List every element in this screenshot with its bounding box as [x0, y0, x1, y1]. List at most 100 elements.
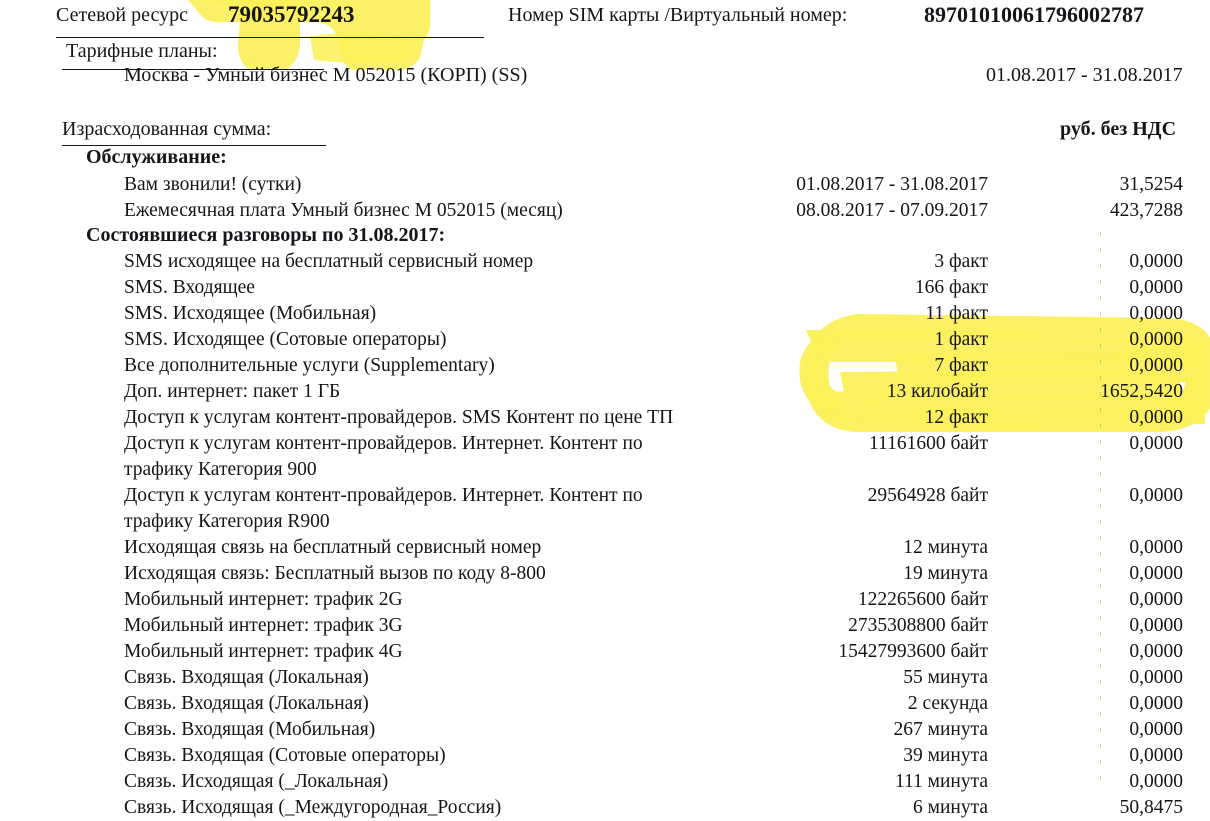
row-amount: 0,0000 — [1129, 771, 1183, 792]
tariff-plan-name: Москва - Умный бизнес М 052015 (КОРП) (S… — [124, 64, 528, 86]
row-label: Связь. Входящая (Мобильная) — [124, 719, 376, 740]
row-amount: 31,5254 — [1119, 174, 1183, 195]
row-quantity: 2735308800 байт — [848, 615, 988, 636]
row-amount: 0,0000 — [1129, 407, 1183, 428]
row-quantity: 39 минута — [903, 745, 988, 766]
currency-note: руб. без НДС — [1060, 118, 1177, 140]
table-row: SMS. Исходящее (Сотовые операторы) 1 факт… — [0, 327, 1210, 353]
row-label: Связь. Входящая (Локальная) — [124, 693, 369, 714]
row-amount: 423,7288 — [1109, 200, 1183, 221]
table-row: SMS исходящее на бесплатный сервисный но… — [0, 249, 1210, 275]
row-amount: 0,0000 — [1129, 693, 1183, 714]
row-quantity: 08.08.2017 - 07.09.2017 — [796, 200, 988, 221]
row-label-line2: трафику Категория 900 — [124, 459, 317, 480]
table-row: Доступ к услугам контент-провайдеров. Ин… — [0, 431, 1210, 457]
sim-number-label: Номер SIM карты /Виртуальный номер: — [508, 4, 848, 26]
row-quantity: 1 факт — [934, 329, 988, 350]
row-quantity: 15427993600 байт — [838, 641, 988, 662]
service-section-heading: Обслуживание: — [86, 146, 227, 168]
row-quantity: 55 минута — [903, 667, 988, 688]
row-label: Доступ к услугам контент-провайдеров. Ин… — [124, 433, 643, 454]
row-quantity: 13 килобайт — [886, 381, 988, 402]
row-label: Связь. Исходящая (_Междугородная_Россия) — [124, 797, 502, 818]
row-label: Ежемесячная плата Умный бизнес М 052015 … — [124, 200, 563, 221]
row-label: Все дополнительные услуги (Supplementary… — [124, 355, 495, 376]
tariff-plans-heading: Тарифные планы: — [66, 40, 218, 62]
table-row: Исходящая связь на бесплатный сервисный … — [0, 535, 1210, 561]
row-label: SMS исходящее на бесплатный сервисный но… — [124, 251, 534, 272]
row-amount: 0,0000 — [1129, 719, 1183, 740]
row-amount: 0,0000 — [1129, 303, 1183, 324]
row-label-line2: трафику Категория R900 — [124, 511, 330, 532]
row-quantity: 11 факт — [925, 303, 988, 324]
scan-artifact-line — [1100, 232, 1101, 792]
table-row: Мобильный интернет: трафик 4G 15427993600… — [0, 639, 1210, 665]
row-label: Доступ к услугам контент-провайдеров. SM… — [124, 407, 674, 428]
row-label: Доступ к услугам контент-провайдеров. Ин… — [124, 485, 643, 506]
row-amount: 50,8475 — [1119, 797, 1183, 818]
row-amount: 0,0000 — [1129, 589, 1183, 610]
row-amount: 0,0000 — [1129, 433, 1183, 454]
row-label: Вам звонили! (сутки) — [124, 174, 302, 195]
table-row: Мобильный интернет: трафик 3G 2735308800 … — [0, 613, 1210, 639]
row-label: SMS. Исходящее (Сотовые операторы) — [124, 329, 447, 350]
row-label: Связь. Входящая (Локальная) — [124, 667, 369, 688]
row-label: Связь. Входящая (Сотовые операторы) — [124, 745, 446, 766]
row-quantity: 01.08.2017 - 31.08.2017 — [796, 174, 988, 195]
row-amount: 0,0000 — [1129, 563, 1183, 584]
row-amount: 0,0000 — [1129, 355, 1183, 376]
table-row: Исходящая связь: Бесплатный вызов по код… — [0, 561, 1210, 587]
row-label: Мобильный интернет: трафик 4G — [124, 641, 403, 662]
table-row: Связь. Исходящая (_Междугородная_Россия)… — [0, 795, 1210, 821]
tariff-plan-period: 01.08.2017 - 31.08.2017 — [986, 64, 1183, 86]
table-row: Ежемесячная плата Умный бизнес М 052015 … — [0, 198, 1210, 224]
table-row: Все дополнительные услуги (Supplementary… — [0, 353, 1210, 379]
table-row: Связь. Входящая (Локальная) 2 секунда 0,00… — [0, 691, 1210, 717]
table-row: Связь. Входящая (Локальная) 55 минута 0,00… — [0, 665, 1210, 691]
table-row: SMS. Входящее 166 факт 0,0000 — [0, 275, 1210, 301]
row-amount: 0,0000 — [1129, 667, 1183, 688]
row-amount: 1652,5420 — [1100, 381, 1183, 402]
row-quantity: 11161600 байт — [869, 433, 988, 454]
network-resource-underline — [56, 37, 484, 38]
row-quantity: 2 секунда — [907, 693, 988, 714]
row-quantity: 122265600 байт — [857, 589, 988, 610]
row-label: Связь. Исходящая (_Локальная) — [124, 771, 389, 792]
sim-number-value: 89701010061796002787 — [924, 2, 1144, 27]
row-quantity: 29564928 байт — [867, 485, 988, 506]
spent-amount-underline — [62, 145, 326, 146]
row-quantity: 12 минута — [903, 537, 988, 558]
table-row: Мобильный интернет: трафик 2G 122265600 б… — [0, 587, 1210, 613]
row-label: Исходящая связь: Бесплатный вызов по код… — [124, 563, 546, 584]
row-label: Доп. интернет: пакет 1 ГБ — [124, 381, 341, 402]
row-amount: 0,0000 — [1129, 329, 1183, 350]
row-quantity: 166 факт — [914, 277, 988, 298]
table-row-continuation: трафику Категория R900 — [0, 509, 1210, 535]
row-quantity: 7 факт — [934, 355, 988, 376]
table-row: Вам звонили! (сутки) 01.08.2017 - 31.08.2… — [0, 172, 1210, 198]
network-resource-label: Сетевой ресурс — [56, 4, 188, 26]
table-row: Доступ к услугам контент-провайдеров. SM… — [0, 405, 1210, 431]
network-resource-value: 79035792243 — [228, 2, 355, 27]
row-label: SMS. Входящее — [124, 277, 255, 298]
row-quantity: 12 факт — [924, 407, 988, 428]
row-amount: 0,0000 — [1129, 537, 1183, 558]
table-row-continuation: трафику Категория 900 — [0, 457, 1210, 483]
row-amount: 0,0000 — [1129, 277, 1183, 298]
calls-section-heading: Состоявшиеся разговоры по 31.08.2017: — [86, 224, 446, 246]
row-quantity: 3 факт — [934, 251, 988, 272]
row-label: SMS. Исходящее (Мобильная) — [124, 303, 377, 324]
table-row: Доп. интернет: пакет 1 ГБ 13 килобайт 1652… — [0, 379, 1210, 405]
table-row: Доступ к услугам контент-провайдеров. Ин… — [0, 483, 1210, 509]
row-amount: 0,0000 — [1129, 615, 1183, 636]
row-quantity: 267 минута — [893, 719, 988, 740]
row-quantity: 6 минута — [912, 797, 988, 818]
row-quantity: 19 минута — [903, 563, 988, 584]
table-row: SMS. Исходящее (Мобильная) 11 факт 0,0000 — [0, 301, 1210, 327]
table-row: Связь. Входящая (Мобильная) 267 минута 0,0… — [0, 717, 1210, 743]
row-label: Мобильный интернет: трафик 2G — [124, 589, 403, 610]
table-row: Связь. Исходящая (_Локальная) 111 минута 0… — [0, 769, 1210, 795]
row-label: Мобильный интернет: трафик 3G — [124, 615, 403, 636]
row-amount: 0,0000 — [1129, 641, 1183, 662]
